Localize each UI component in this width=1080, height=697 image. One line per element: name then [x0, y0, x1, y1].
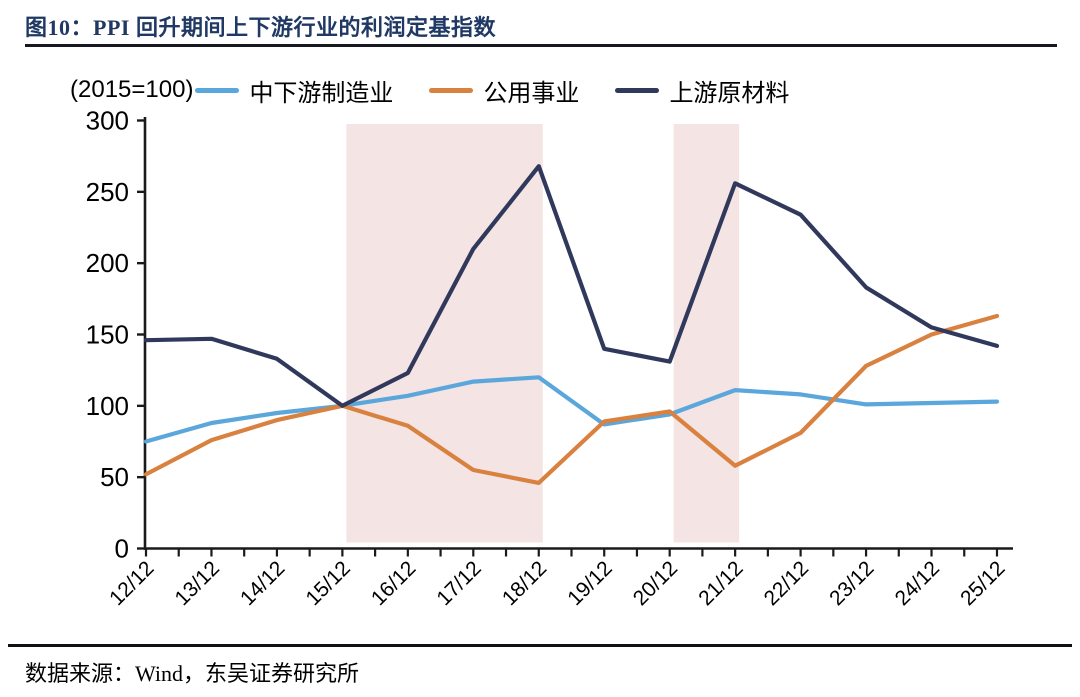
legend-item-1: 公用事业: [429, 73, 579, 108]
legend-label: 上游原材料: [669, 79, 790, 107]
legend-label: 公用事业: [483, 79, 580, 107]
x-tick-label: 15/12: [301, 557, 354, 610]
y-tick-label: 250: [86, 177, 129, 207]
legend-item-2: 上游原材料: [615, 73, 789, 108]
x-tick-label: 20/12: [629, 557, 682, 610]
x-tick-label: 19/12: [563, 557, 616, 610]
legend-swatch-icon: [429, 87, 474, 93]
axis-unit-label: (2015=100): [70, 76, 194, 103]
x-tick-label: 14/12: [236, 557, 289, 610]
x-tick-label: 13/12: [171, 557, 224, 610]
y-tick-label: 150: [86, 320, 129, 350]
highlight-band: [673, 124, 740, 543]
y-tick-label: 100: [86, 391, 129, 421]
data-source: 数据来源：Wind，东吴证券研究所: [25, 661, 359, 686]
x-tick-label: 17/12: [432, 557, 485, 610]
x-tick-label: 25/12: [956, 557, 1009, 610]
y-tick-label: 200: [86, 248, 129, 278]
chart-legend: (2015=100) 中下游制造业 公用事业 上游原材料: [70, 73, 789, 108]
title-divider: [25, 44, 1057, 47]
series-line-1: [143, 313, 1000, 485]
legend-item-0: 中下游制造业: [195, 73, 393, 108]
series-line-2: [143, 164, 1000, 408]
series-line-0: [143, 375, 1000, 444]
y-tick-label: 0: [115, 534, 129, 564]
x-tick-label: 24/12: [891, 557, 944, 610]
legend-label: 中下游制造业: [249, 79, 394, 107]
legend-swatch-icon: [615, 87, 660, 93]
footer-divider: [8, 644, 1072, 647]
x-tick-label: 16/12: [367, 557, 420, 610]
figure-title: 图10：PPI 回升期间上下游行业的利润定基指数: [25, 15, 496, 40]
x-tick-label: 18/12: [498, 557, 551, 610]
legend-swatch-icon: [195, 87, 240, 93]
x-tick-label: 22/12: [760, 557, 813, 610]
x-tick-label: 23/12: [825, 557, 878, 610]
highlight-band: [346, 124, 543, 543]
y-tick-label: 50: [100, 462, 129, 492]
y-tick-label: 300: [86, 106, 129, 136]
x-tick-label: 12/12: [105, 557, 158, 610]
x-tick-label: 21/12: [694, 557, 747, 610]
